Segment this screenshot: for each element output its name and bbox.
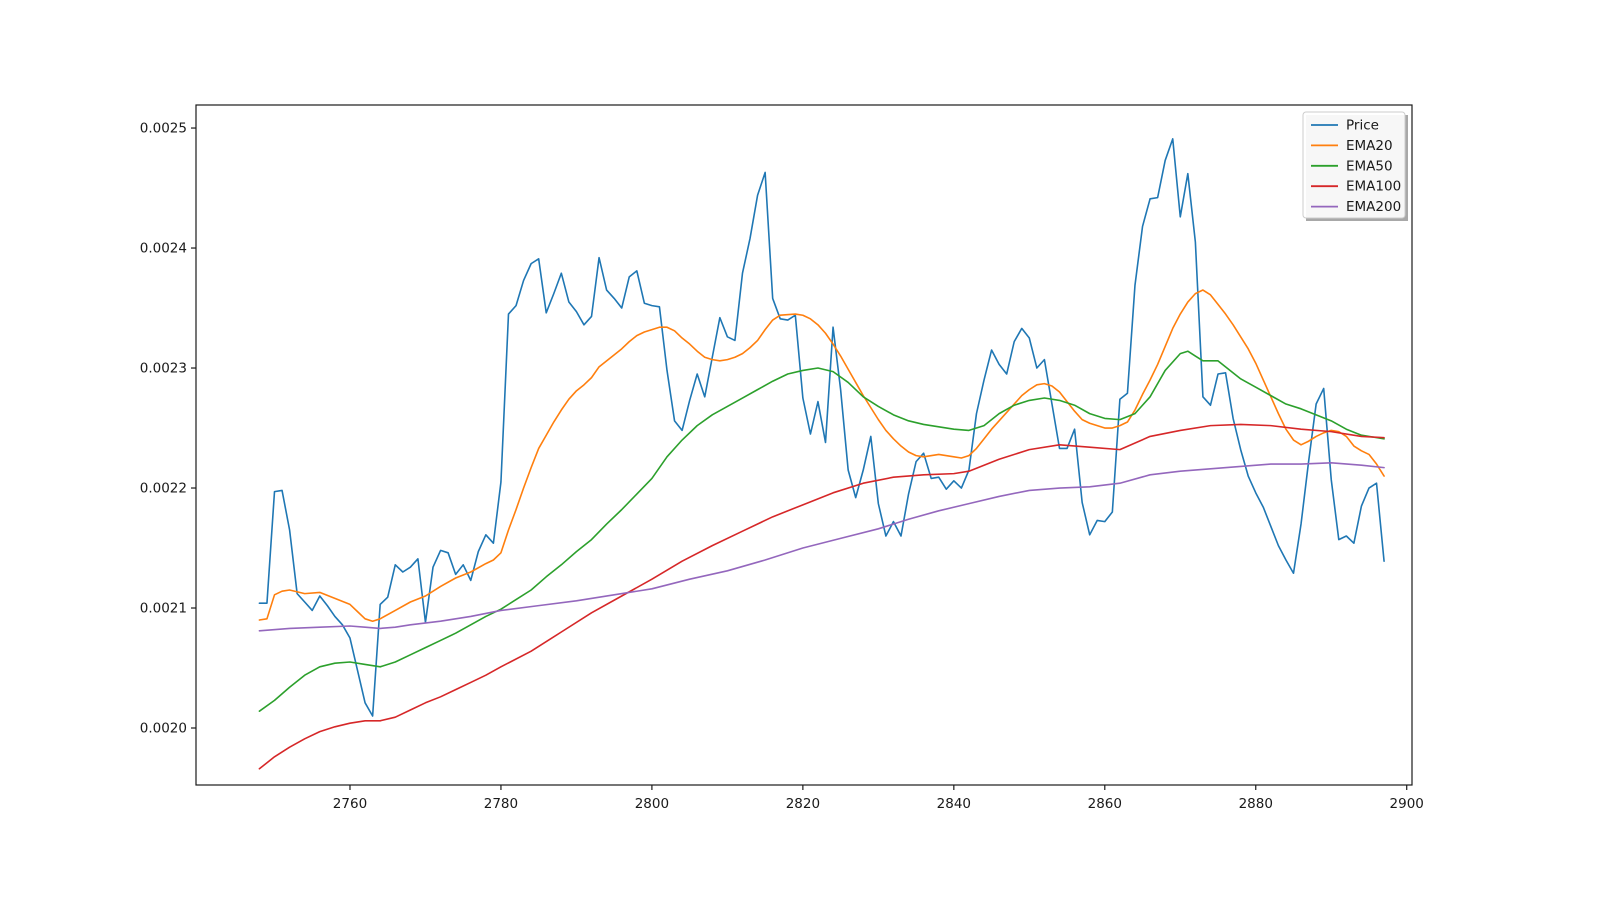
legend-label-ema50: EMA50 (1346, 158, 1393, 174)
x-axis-tick-label: 2760 (333, 796, 367, 812)
y-axis-tick-label: 0.0020 (140, 721, 187, 737)
x-axis-tick-label: 2820 (786, 796, 820, 812)
y-axis-tick-label: 0.0022 (140, 481, 187, 497)
legend-label-price: Price (1346, 118, 1379, 134)
legend-label-ema100: EMA100 (1346, 179, 1401, 195)
x-axis-tick-label: 2780 (484, 796, 518, 812)
ema50-line (258, 350, 1385, 712)
x-axis-tick-label: 2880 (1239, 796, 1273, 812)
x-axis-tick-label: 2860 (1088, 796, 1122, 812)
axis-ticks (191, 127, 1408, 790)
ema20-line (258, 289, 1385, 623)
legend-label-ema200: EMA200 (1346, 199, 1401, 215)
legend-box: Price EMA20 EMA50 EMA100 EMA200 (1302, 111, 1408, 221)
y-axis-tick-label: 0.0021 (140, 601, 187, 617)
axis-tick-labels: 2760 2780 2800 2820 2840 2860 2880 2900 0.0020 0.… (140, 121, 1424, 812)
x-axis-tick-label: 2900 (1390, 796, 1424, 812)
ema200-line (258, 462, 1385, 632)
legend-frame (1302, 111, 1406, 219)
legend-label-ema20: EMA20 (1346, 138, 1393, 154)
y-axis-tick-label: 0.0024 (140, 241, 187, 257)
y-axis-tick-label: 0.0023 (140, 361, 187, 377)
y-axis-tick-label: 0.0025 (140, 121, 187, 137)
data-series-lines (258, 138, 1385, 770)
price-line (258, 138, 1385, 717)
ema100-line (258, 423, 1385, 770)
x-axis-tick-label: 2840 (937, 796, 971, 812)
plot-area-border (195, 104, 1413, 786)
x-axis-tick-label: 2800 (635, 796, 669, 812)
